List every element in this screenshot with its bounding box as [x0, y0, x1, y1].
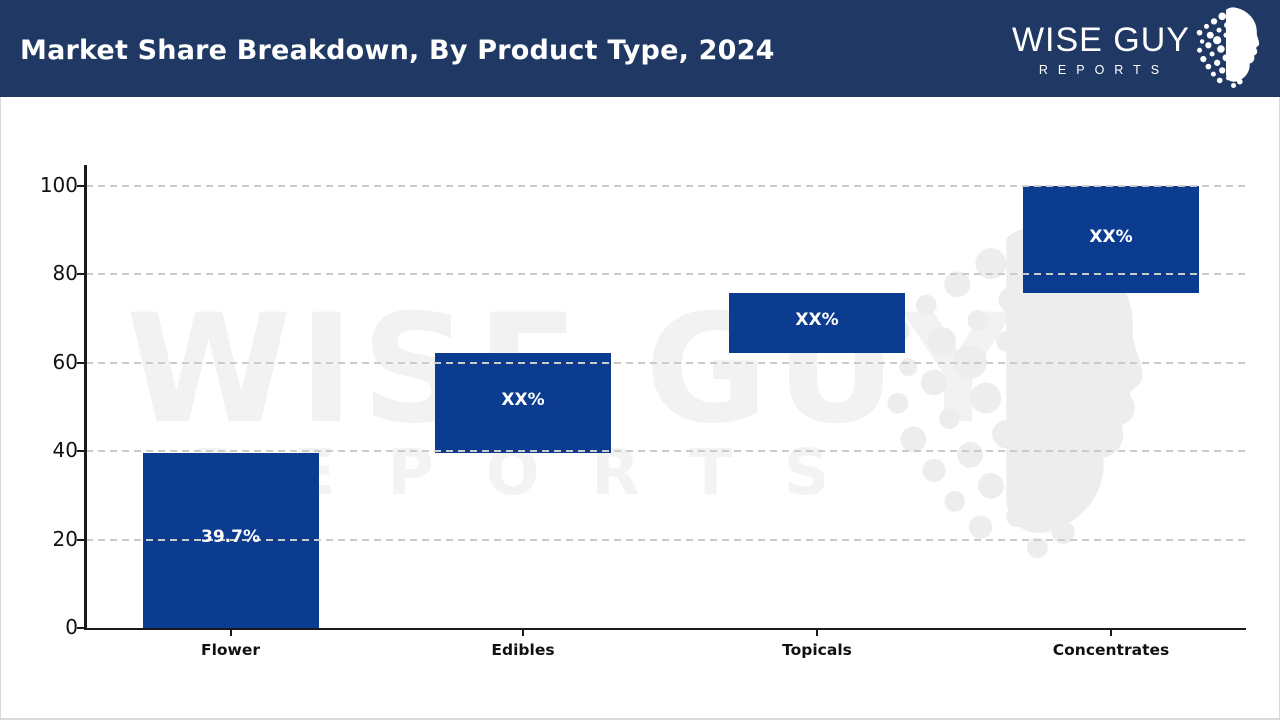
y-axis-line	[84, 165, 87, 629]
bar-value-label-edibles: XX%	[501, 389, 545, 410]
y-tick-20	[77, 538, 85, 541]
chart-title: Market Share Breakdown, By Product Type,…	[20, 35, 775, 66]
header-bar: Market Share Breakdown, By Product Type,…	[0, 0, 1280, 97]
gridline-40	[86, 450, 1246, 453]
gridline-100	[86, 185, 1246, 187]
y-tick-60	[77, 361, 85, 364]
logo-text-reports: REPORTS	[1038, 62, 1170, 77]
bar-concentrates	[1023, 186, 1199, 294]
y-tick-80	[77, 273, 85, 276]
gridline-80	[86, 273, 1246, 276]
bar-topicals	[729, 293, 905, 354]
y-tick-label-60: 60	[52, 349, 78, 374]
y-tick-label-0: 0	[65, 615, 78, 639]
y-tick-40	[77, 450, 85, 453]
logo-text-wise-guy: WISE GUY	[1011, 20, 1190, 59]
x-axis-line	[84, 627, 1246, 630]
y-tick-label-40: 40	[52, 438, 78, 463]
bar-value-label-concentrates: XX%	[1089, 226, 1133, 247]
bar-value-label-topicals: XX%	[795, 310, 839, 331]
logo-face-icon	[1192, 5, 1270, 93]
x-tick-label-concentrates: Concentrates	[1052, 641, 1170, 659]
x-tick-label-topicals: Topicals	[782, 641, 852, 659]
bar-value-label-flower: 39.7%	[201, 527, 260, 548]
x-tick-edibles	[522, 628, 524, 636]
y-tick-100	[77, 185, 85, 187]
wise-guy-logo: WISE GUY REPORTS	[1012, 0, 1274, 97]
y-tick-label-20: 20	[52, 526, 78, 551]
logo-wordmark: WISE GUY REPORTS	[1012, 21, 1190, 77]
bar-edibles	[435, 353, 611, 453]
x-tick-concentrates	[1110, 628, 1112, 636]
gridline-20	[86, 538, 1246, 541]
y-tick-label-80: 80	[52, 261, 78, 286]
gridline-60	[86, 361, 1246, 364]
y-tick-0	[77, 627, 85, 629]
x-tick-flower	[229, 628, 232, 636]
x-tick-label-flower: Flower	[200, 641, 261, 659]
x-tick-topicals	[816, 628, 818, 636]
y-tick-label-100: 100	[39, 173, 78, 197]
x-tick-label-edibles: Edibles	[491, 641, 555, 659]
